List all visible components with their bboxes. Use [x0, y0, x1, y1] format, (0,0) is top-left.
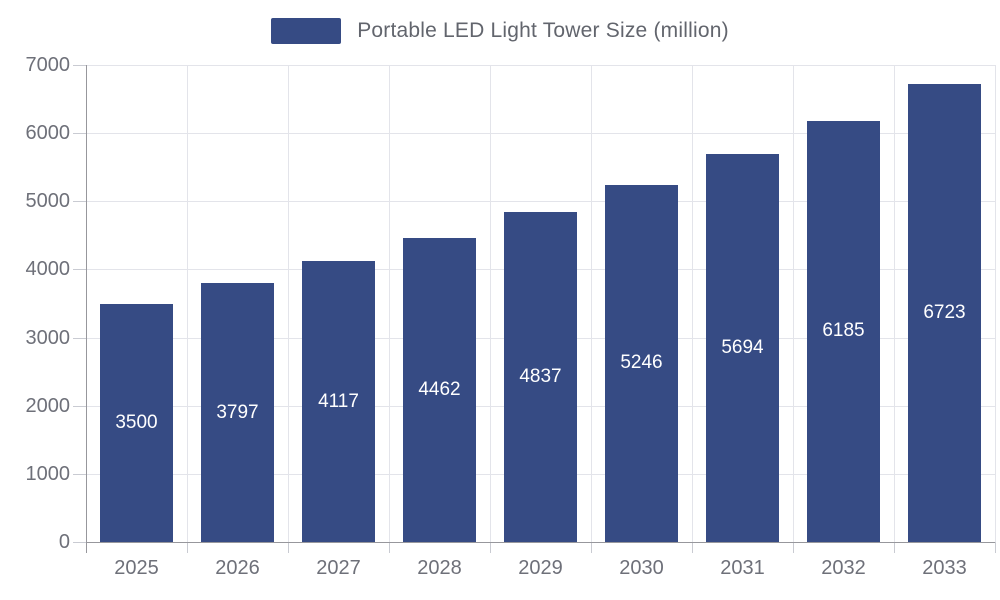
legend-label: Portable LED Light Tower Size (million) — [357, 19, 729, 42]
x-axis-line — [86, 542, 995, 543]
x-axis-label: 2028 — [417, 557, 462, 579]
y-axis-label: 5000 — [25, 190, 71, 213]
bar-2025[interactable] — [100, 303, 173, 542]
x-axis-label: 2033 — [922, 557, 967, 579]
y-axis-tick — [73, 133, 86, 135]
y-axis-tick — [73, 473, 86, 475]
y-axis-label: 7000 — [25, 54, 71, 76]
bar-value-label: 5694 — [721, 336, 764, 358]
y-axis-label: 2000 — [25, 394, 71, 417]
x-axis-tick — [793, 542, 794, 553]
legend-item[interactable]: Portable LED Light Tower Size (million) — [0, 18, 1000, 44]
y-axis-label: 0 — [58, 531, 70, 553]
x-axis-tick — [288, 542, 289, 553]
y-axis-label: 6000 — [25, 122, 71, 145]
y-axis-label: 1000 — [25, 462, 71, 485]
x-axis-tick — [894, 542, 895, 553]
x-gridline — [995, 65, 996, 542]
bar-value-label: 4837 — [519, 366, 562, 388]
x-gridline — [187, 65, 188, 542]
y-axis-tick — [73, 405, 86, 407]
x-gridline — [894, 65, 895, 542]
y-axis-tick — [73, 201, 86, 203]
x-axis-tick — [591, 542, 592, 553]
bar-2028[interactable] — [403, 237, 476, 542]
x-axis-label: 2029 — [518, 557, 563, 579]
x-gridline — [591, 65, 592, 542]
x-gridline — [692, 65, 693, 542]
bar-value-label: 4117 — [318, 390, 359, 412]
y-axis-tick — [73, 65, 86, 66]
x-axis-label: 2026 — [215, 557, 260, 579]
x-axis-label: 2031 — [720, 557, 765, 579]
bar-value-label: 3500 — [115, 411, 158, 433]
bar-value-label: 6185 — [822, 320, 865, 342]
bar-value-label: 5246 — [620, 352, 663, 374]
y-axis-label: 3000 — [25, 326, 71, 349]
x-axis-label: 2032 — [821, 557, 866, 579]
y-gridline — [86, 133, 995, 135]
x-axis-label: 2027 — [316, 557, 361, 579]
y-axis-tick — [73, 337, 86, 339]
bar-2030[interactable] — [605, 184, 678, 542]
x-gridline — [490, 65, 491, 542]
y-axis-label: 4000 — [25, 258, 71, 281]
x-axis-tick — [389, 542, 390, 553]
y-axis-tick — [73, 542, 86, 543]
bar-2029[interactable] — [504, 212, 577, 542]
x-axis-tick — [490, 542, 491, 553]
bar-2033[interactable] — [908, 83, 981, 542]
x-axis-tick — [995, 542, 996, 553]
x-axis-label: 2025 — [114, 557, 159, 579]
y-axis-line — [86, 65, 87, 542]
x-axis-tick — [86, 542, 87, 553]
y-axis-tick — [73, 269, 86, 271]
bar-value-label: 3797 — [216, 401, 259, 423]
x-gridline — [389, 65, 390, 542]
bar-2032[interactable] — [807, 120, 880, 542]
legend-swatch — [271, 18, 342, 44]
bar-value-label: 6723 — [923, 301, 966, 323]
x-gridline — [793, 65, 794, 542]
bar-2026[interactable] — [201, 283, 274, 542]
bar-value-label: 4462 — [418, 378, 461, 400]
y-gridline — [86, 65, 995, 66]
x-axis-tick — [692, 542, 693, 553]
x-axis-label: 2030 — [619, 557, 664, 579]
bar-2027[interactable] — [302, 261, 375, 542]
x-gridline — [288, 65, 289, 542]
x-axis-tick — [187, 542, 188, 553]
y-gridline — [86, 201, 995, 203]
bar-2031[interactable] — [706, 153, 779, 542]
